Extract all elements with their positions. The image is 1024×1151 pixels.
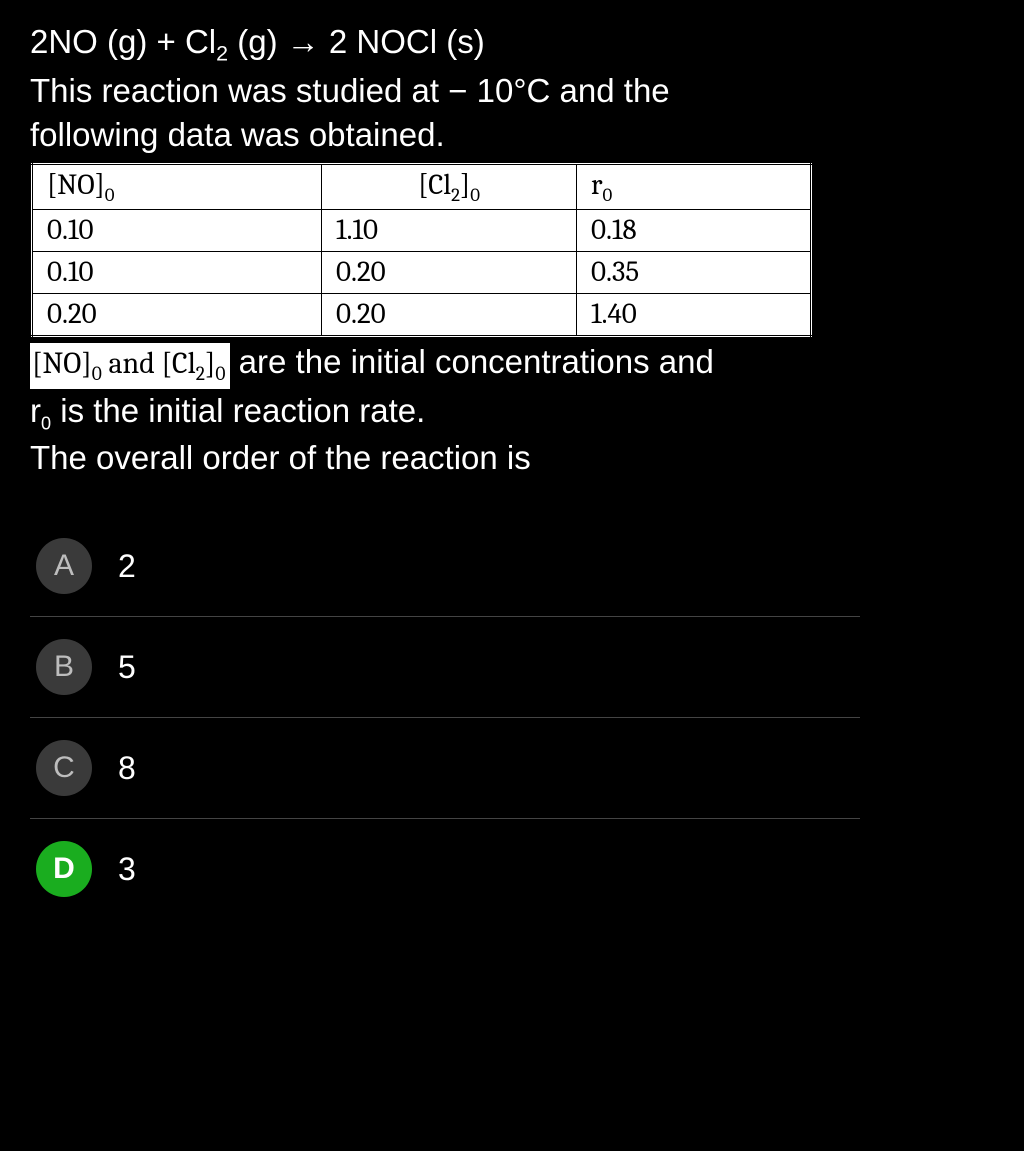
- note-line-1: [NO]0 and [Cl2]0 are the initial concent…: [30, 340, 994, 388]
- option-c[interactable]: C 8: [30, 718, 860, 819]
- note-rest: are the initial concentrations and: [230, 343, 714, 380]
- option-a[interactable]: A 2: [30, 516, 860, 617]
- cell: 0.10: [32, 209, 322, 251]
- cell: 0.20: [322, 294, 577, 337]
- intro-line-1: This reaction was studied at − 10°C and …: [30, 69, 994, 114]
- header-cl2: [Cl2]0: [322, 163, 577, 209]
- option-text-d: 3: [118, 851, 136, 888]
- note-line-2: r0 is the initial reaction rate.: [30, 389, 994, 436]
- table-header-row: [NO]0 [Cl2]0 r0: [32, 163, 812, 209]
- data-table: [NO]0 [Cl2]0 r0 0.10 1.10 0.18 0.10 0.20…: [30, 162, 813, 339]
- chemical-equation: 2NO (g) + Cl2 (g) → 2 NOCl (s): [30, 20, 994, 69]
- table-row: 0.10 1.10 0.18: [32, 209, 812, 251]
- cell: 0.20: [32, 294, 322, 337]
- option-badge-d: D: [36, 841, 92, 897]
- option-d[interactable]: D 3: [30, 819, 860, 919]
- cell: 1.40: [577, 294, 812, 337]
- header-r0: r0: [577, 163, 812, 209]
- table-row: 0.20 0.20 1.40: [32, 294, 812, 337]
- options-list: A 2 B 5 C 8 D 3: [30, 516, 860, 919]
- option-text-c: 8: [118, 750, 136, 787]
- cell: 0.35: [577, 252, 812, 294]
- option-text-a: 2: [118, 548, 136, 585]
- option-text-b: 5: [118, 649, 136, 686]
- cell: 0.10: [32, 252, 322, 294]
- cell: 0.18: [577, 209, 812, 251]
- question-final: The overall order of the reaction is: [30, 436, 994, 481]
- option-b[interactable]: B 5: [30, 617, 860, 718]
- option-badge-a: A: [36, 538, 92, 594]
- header-no: [NO]0: [32, 163, 322, 209]
- option-badge-c: C: [36, 740, 92, 796]
- note-inline-box: [NO]0 and [Cl2]0: [30, 343, 230, 388]
- cell: 0.20: [322, 252, 577, 294]
- intro-line-2: following data was obtained.: [30, 113, 994, 158]
- option-badge-b: B: [36, 639, 92, 695]
- question-block: 2NO (g) + Cl2 (g) → 2 NOCl (s) This reac…: [30, 20, 994, 480]
- cell: 1.10: [322, 209, 577, 251]
- table-row: 0.10 0.20 0.35: [32, 252, 812, 294]
